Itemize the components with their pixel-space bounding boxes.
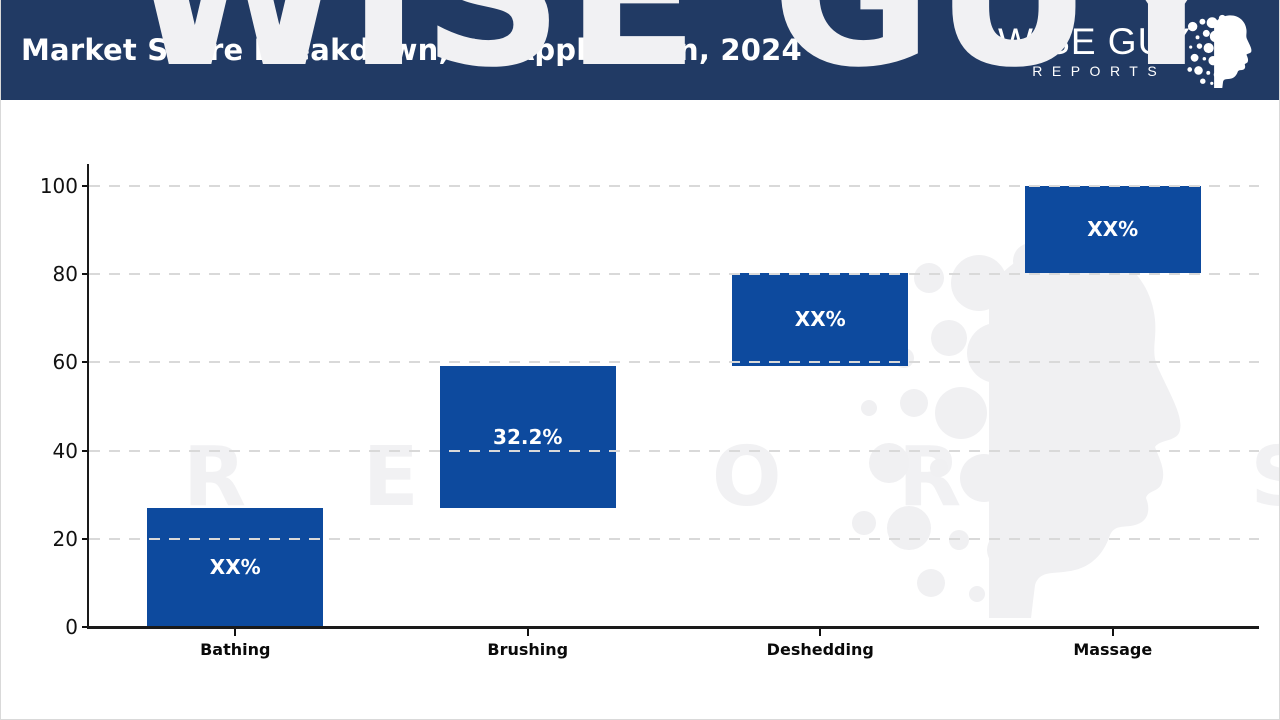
bar-deshedding bbox=[732, 272, 909, 366]
y-tick-label-100: 100 bbox=[39, 174, 78, 198]
y-tick-mark-20 bbox=[82, 537, 89, 540]
page-title: Market Share Breakdown, By Application, … bbox=[21, 33, 802, 67]
bar-value-label-massage: XX% bbox=[1087, 217, 1139, 242]
gridline-40 bbox=[89, 449, 1259, 452]
y-tick-mark-80 bbox=[82, 273, 89, 276]
bar-massage bbox=[1024, 186, 1201, 273]
y-tick-mark-0 bbox=[82, 626, 89, 628]
gridline-80 bbox=[89, 273, 1259, 276]
y-tick-label-20: 20 bbox=[52, 526, 78, 551]
category-label-brushing: Brushing bbox=[487, 640, 569, 659]
watermark-wiseguy-text: WISE GUY bbox=[129, 0, 1239, 111]
logo-wordmark: WISE GUY REPORTS bbox=[998, 23, 1191, 78]
y-tick-mark-40 bbox=[82, 449, 89, 452]
y-axis-line bbox=[87, 163, 89, 627]
gridline-100 bbox=[89, 185, 1259, 187]
bar-value-label-brushing: 32.2% bbox=[493, 424, 563, 449]
x-tick-mark-brushing bbox=[526, 629, 529, 636]
bar-value-label-bathing: XX% bbox=[209, 555, 261, 580]
wiseguy-logo: WISE GUY REPORTS bbox=[998, 8, 1257, 92]
y-tick-mark-100 bbox=[82, 185, 89, 187]
x-axis-line bbox=[87, 626, 1259, 629]
category-label-bathing: Bathing bbox=[200, 640, 271, 659]
y-tick-label-40: 40 bbox=[52, 438, 78, 463]
category-label-massage: Massage bbox=[1073, 640, 1153, 659]
x-tick-mark-deshedding bbox=[819, 629, 822, 636]
bar-value-label-deshedding: XX% bbox=[794, 307, 846, 332]
gridline-20 bbox=[89, 537, 1259, 540]
bar-brushing bbox=[439, 365, 616, 508]
header-band: Market Share Breakdown, By Application, … bbox=[1, 0, 1279, 100]
y-tick-mark-60 bbox=[82, 361, 89, 364]
x-tick-mark-bathing bbox=[234, 629, 237, 636]
logo-wiseguy-text: WISE GUY bbox=[997, 20, 1191, 62]
bar-bathing bbox=[147, 507, 324, 627]
x-tick-mark-massage bbox=[1111, 629, 1114, 636]
y-tick-label-0: 0 bbox=[65, 615, 78, 639]
logo-reports-text: REPORTS bbox=[1032, 62, 1167, 79]
category-label-deshedding: Deshedding bbox=[766, 640, 874, 659]
gridline-60 bbox=[89, 361, 1259, 364]
y-tick-label-60: 60 bbox=[52, 350, 78, 375]
y-tick-label-80: 80 bbox=[52, 262, 78, 287]
